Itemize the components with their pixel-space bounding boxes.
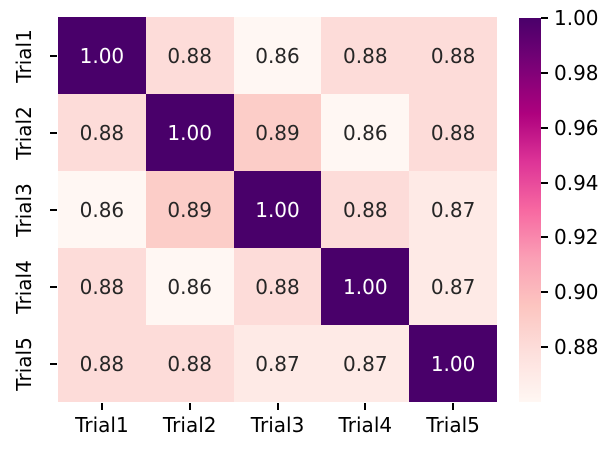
heatmap-cell-Trial5-Trial4: 0.87 xyxy=(321,325,410,402)
cell-value-label: 0.86 xyxy=(255,43,300,68)
x-tick-label-Trial2: Trial2 xyxy=(162,413,217,437)
y-tick-mark xyxy=(50,54,57,57)
y-tick-label-Trial4: Trial4 xyxy=(12,259,36,314)
heatmap-cell-Trial4-Trial5: 0.87 xyxy=(409,248,497,325)
heatmap-cell-Trial3-Trial3: 1.00 xyxy=(233,171,322,248)
heatmap-cell-Trial3-Trial1: 0.86 xyxy=(58,171,146,248)
x-tick-label-Trial4: Trial4 xyxy=(338,413,393,437)
cell-value-label: 0.88 xyxy=(79,351,125,376)
heatmap-cell-Trial2-Trial4: 0.86 xyxy=(321,94,410,171)
heatmap-cell-Trial5-Trial2: 0.88 xyxy=(145,325,234,402)
cell-value-label: 0.87 xyxy=(430,197,476,222)
colorbar-tick-label-1.00: 1.00 xyxy=(554,6,599,30)
colorbar-tick-mark xyxy=(541,291,548,294)
heatmap-cell-Trial4-Trial3: 0.88 xyxy=(233,248,322,325)
cell-value-label: 0.86 xyxy=(343,120,388,145)
colorbar-tick-mark xyxy=(541,17,548,19)
colorbar-tick-label-0.96: 0.96 xyxy=(554,115,599,140)
cell-value-label: 0.88 xyxy=(167,351,212,376)
cell-value-label: 0.88 xyxy=(167,43,212,68)
cell-value-label: 0.89 xyxy=(255,120,300,145)
heatmap-cell-Trial1-Trial1: 1.00 xyxy=(58,17,146,94)
colorbar-tick-mark xyxy=(541,126,548,129)
x-tick-mark xyxy=(364,403,367,410)
cell-value-label: 0.88 xyxy=(430,43,476,68)
x-tick-label-Trial5: Trial5 xyxy=(426,413,480,437)
heatmap-cell-Trial5-Trial3: 0.87 xyxy=(233,325,322,402)
y-tick-label-Trial2: Trial2 xyxy=(12,105,36,160)
colorbar-tick-label-0.92: 0.92 xyxy=(554,225,599,250)
heatmap-cell-Trial2-Trial1: 0.88 xyxy=(58,94,146,171)
cell-value-label: 0.86 xyxy=(79,197,125,222)
heatmap-cell-Trial4-Trial2: 0.86 xyxy=(145,248,234,325)
y-tick-mark xyxy=(50,362,57,365)
colorbar-gradient xyxy=(519,18,541,402)
colorbar-tick-label-0.94: 0.94 xyxy=(554,170,599,195)
colorbar-tick-mark xyxy=(541,71,548,74)
colorbar-tick-mark xyxy=(541,236,548,239)
cell-value-label: 0.88 xyxy=(343,43,388,68)
heatmap-cell-Trial3-Trial4: 0.88 xyxy=(321,171,410,248)
x-tick-mark xyxy=(188,403,191,410)
y-tick-mark xyxy=(50,131,57,134)
heatmap-cell-Trial1-Trial5: 0.88 xyxy=(409,17,497,94)
heatmap-cell-Trial1-Trial4: 0.88 xyxy=(321,17,410,94)
heatmap-cell-Trial1-Trial2: 0.88 xyxy=(145,17,234,94)
cell-value-label: 0.87 xyxy=(343,351,388,376)
heatmap-cell-Trial2-Trial5: 0.88 xyxy=(409,94,497,171)
y-tick-label-Trial1: Trial1 xyxy=(12,28,36,83)
y-tick-label-Trial5: Trial5 xyxy=(12,336,36,391)
heatmap-cell-Trial2-Trial3: 0.89 xyxy=(233,94,322,171)
heatmap-cell-Trial1-Trial3: 0.86 xyxy=(233,17,322,94)
cell-value-label: 0.89 xyxy=(167,197,212,222)
cell-value-label: 0.88 xyxy=(255,274,300,299)
cell-value-label: 0.87 xyxy=(430,274,476,299)
heatmap-cell-Trial3-Trial5: 0.87 xyxy=(409,171,497,248)
cell-value-label: 1.00 xyxy=(167,120,212,145)
colorbar-tick-label-0.88: 0.88 xyxy=(554,335,599,360)
y-tick-mark xyxy=(50,285,57,288)
x-tick-label-Trial1: Trial1 xyxy=(75,413,129,437)
heatmap-cell-Trial3-Trial2: 0.89 xyxy=(145,171,234,248)
cell-value-label: 1.00 xyxy=(79,43,125,68)
heatmap-cell-Trial5-Trial5: 1.00 xyxy=(409,325,497,402)
y-tick-label-Trial3: Trial3 xyxy=(12,182,36,237)
cell-value-label: 0.88 xyxy=(343,197,388,222)
heatmap-cell-Trial4-Trial1: 0.88 xyxy=(58,248,146,325)
y-tick-mark xyxy=(50,208,57,211)
heatmap-cell-Trial2-Trial2: 1.00 xyxy=(145,94,234,171)
cell-value-label: 1.00 xyxy=(430,351,476,376)
x-tick-mark xyxy=(100,403,103,410)
cell-value-label: 0.87 xyxy=(255,351,300,376)
heatmap-cell-Trial5-Trial1: 0.88 xyxy=(58,325,146,402)
heatmap-plot-area: 1.00 0.88 0.86 0.88 0.88 0.88 1.00 0.89 0.86 0.88… xyxy=(58,17,497,402)
cell-value-label: 1.00 xyxy=(343,274,388,299)
colorbar-tick-mark xyxy=(541,181,548,184)
cell-value-label: 0.88 xyxy=(79,120,125,145)
colorbar-tick-label-0.98: 0.98 xyxy=(554,60,599,85)
x-tick-label-Trial3: Trial3 xyxy=(250,413,305,437)
colorbar-tick-mark xyxy=(541,346,548,349)
x-tick-mark xyxy=(276,403,279,410)
colorbar-tick-label-0.90: 0.90 xyxy=(554,280,599,305)
cell-value-label: 0.86 xyxy=(167,274,212,299)
cell-value-label: 0.88 xyxy=(79,274,125,299)
x-tick-mark xyxy=(452,403,455,410)
cell-value-label: 0.88 xyxy=(430,120,476,145)
cell-value-label: 1.00 xyxy=(255,197,300,222)
heatmap-cell-Trial4-Trial4: 1.00 xyxy=(321,248,410,325)
